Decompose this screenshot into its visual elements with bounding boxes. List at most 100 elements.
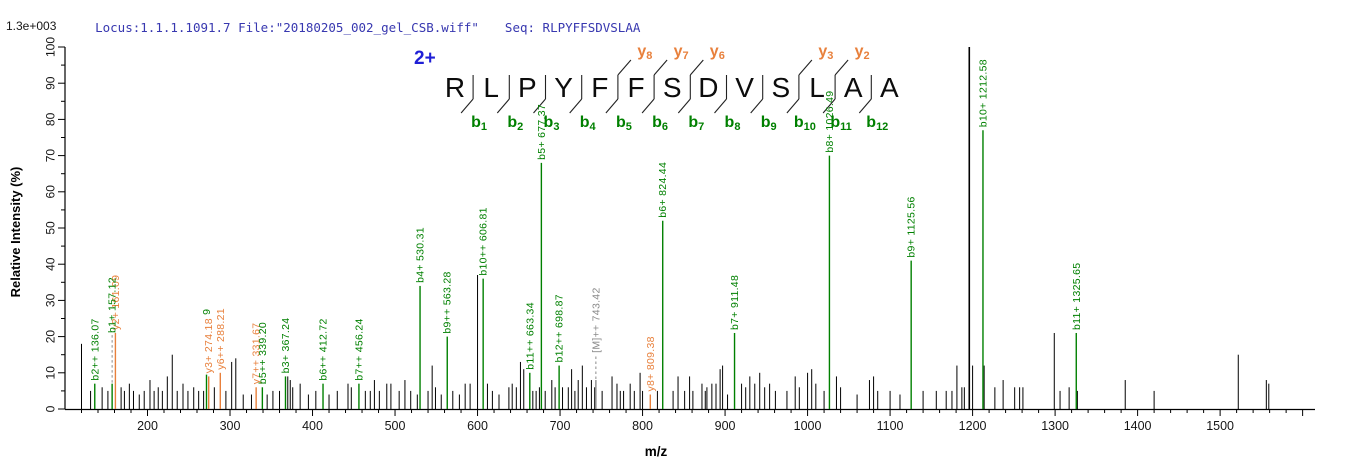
peak-label: b1+ 157.12: [107, 277, 119, 333]
peak-label: b7++ 456.24: [353, 318, 365, 380]
x-axis-tick-label: 1400: [1124, 419, 1152, 433]
b-ion-label: b3: [544, 114, 560, 133]
x-axis-tick-label: 1000: [794, 419, 822, 433]
residue-letter: A: [844, 72, 863, 103]
y-axis-tick-label: 100: [44, 37, 58, 57]
x-axis-tick-label: 500: [385, 419, 406, 433]
header: Locus:1.1.1.1091.7 File:"20180205_002_ge…: [65, 5, 640, 50]
residue-letter: P: [518, 72, 537, 103]
peak-label: b8+ 1026.49: [824, 91, 836, 153]
x-axis-tick-label: 400: [302, 419, 323, 433]
peak-label: y7++ 331.67: [251, 323, 263, 385]
peak-label: b4+ 530.31: [415, 227, 427, 283]
peak-label: b5++ 339.20: [257, 322, 269, 384]
b-ion-cut-diagonal: [533, 98, 546, 114]
x-axis-tick-label: 900: [715, 419, 736, 433]
peak-label: b10+ 1212.58: [977, 59, 989, 127]
peak-label: 9: [201, 309, 213, 315]
peak-label: b5+ 677.37: [536, 104, 548, 160]
peak-label: b12++ 698.87: [554, 294, 566, 362]
y-axis-tick-label: 0: [44, 405, 58, 412]
residue-letter: S: [663, 72, 682, 103]
y-axis-tick-label: 80: [44, 112, 58, 126]
b-ion-cut-diagonal: [496, 98, 510, 114]
b-ion-label: b2: [507, 114, 523, 133]
peak-label: b11++ 663.34: [524, 302, 536, 370]
y-ion-label: y3: [818, 43, 833, 62]
header-locus-file: Locus:1.1.1.1091.7 File:"20180205_002_ge…: [95, 20, 479, 35]
axes: 0 10 20 30 40 50 60 70 80 90 100 200 300 400 500 600 700…: [44, 37, 1315, 433]
residue-letter: V: [735, 72, 754, 103]
b-ion-label: b12: [866, 114, 888, 133]
peak-label: b3+ 367.24: [280, 318, 292, 374]
b-ion-label: b8: [725, 114, 741, 133]
x-axis-tick-label: 1200: [959, 419, 987, 433]
residue-letter: R: [445, 72, 465, 103]
x-axis-tick-label: 700: [550, 419, 571, 433]
y-ion-cut-diagonal: [689, 59, 704, 76]
peak-label: y6++ 288.21: [215, 308, 227, 370]
residue-letter: S: [771, 72, 790, 103]
b-ion-cut-diagonal: [822, 98, 836, 114]
b-ion-cut-diagonal: [460, 98, 474, 114]
residue-letter: L: [483, 72, 499, 103]
header-sequence: Seq: RLPYFFSDVSLAA: [504, 20, 641, 35]
peak-label: [M]++ 743.42: [590, 287, 602, 352]
residue-letter: L: [809, 72, 825, 103]
b-ion-cut-diagonal: [641, 98, 655, 114]
y-ion-label: y6: [710, 43, 725, 62]
peak-label: b6+ 824.44: [657, 162, 669, 218]
y-axis-tick-label: 60: [44, 185, 58, 199]
y-axis-tick-label: 50: [44, 221, 58, 235]
x-axis-tick-label: 1100: [877, 419, 904, 433]
peak-label: b11+ 1325.65: [1071, 263, 1083, 330]
sequence-diagram: 2+R L P Y F F S D V S L A Ab1 b2 b3 b4 b5 b6 b7 b8 b9 b10 b11 b…: [414, 43, 899, 133]
residue-letter: F: [627, 72, 644, 103]
residue-letter: F: [591, 72, 608, 103]
peak-label: b9++ 563.28: [442, 271, 454, 333]
y-axis-tick-label: 40: [44, 257, 58, 271]
b-ion-cut-diagonal: [786, 98, 800, 114]
y-ion-cut-diagonal: [617, 59, 632, 76]
peaks: y2+ 161.09 y3+ 274.18 y6++ 288.21 y7++ 331.…: [81, 47, 1270, 409]
peak-label: b2++ 136.07: [89, 318, 101, 380]
y-axis-tick-label: 10: [44, 366, 58, 380]
peak-label: b9+ 1125.56: [906, 196, 918, 257]
peak-label: b10++ 606.81: [478, 207, 490, 275]
b-ion-label: b1: [471, 114, 487, 133]
y-axis-tick-label: 90: [44, 76, 58, 90]
y-ion-cut-diagonal: [653, 59, 668, 76]
residue-letter: A: [880, 72, 899, 103]
b-ion-cut-diagonal: [750, 98, 764, 114]
b-ion-label: b7: [688, 114, 704, 133]
b-ion-cut-diagonal: [677, 98, 691, 114]
x-axis-tick-label: 800: [632, 419, 653, 433]
peak-label: y2+ 161.09: [110, 275, 122, 330]
x-axis-tick-label: 1300: [1041, 419, 1069, 433]
b-ion-label: b6: [652, 114, 668, 133]
y-ion-label: y2: [855, 43, 870, 62]
b-ion-label: b4: [580, 114, 597, 133]
b-ion-cut-diagonal: [858, 98, 872, 114]
x-axis-tick-label: 1500: [1206, 419, 1234, 433]
b-ion-cut-diagonal: [569, 98, 583, 114]
b-ion-cut-diagonal: [605, 98, 619, 114]
peak-label: y3+ 274.18: [203, 318, 215, 373]
y-ion-cut-diagonal: [798, 59, 813, 76]
y-axis-title: Relative Intensity (%): [8, 167, 23, 298]
peak-label: y8+ 809.38: [645, 336, 657, 391]
peak-label: b7+ 911.48: [729, 275, 741, 330]
b-ion-label: b5: [616, 114, 632, 133]
x-axis-tick-label: 200: [137, 419, 158, 433]
y-axis-tick-label: 70: [44, 149, 58, 163]
residue-letter: Y: [554, 72, 573, 103]
b-ion-label: b10: [794, 114, 816, 133]
y-axis-tick-label: 20: [44, 330, 58, 344]
b-ion-label: b9: [761, 114, 777, 133]
b-ion-label: b11: [830, 114, 851, 133]
x-axis-tick-label: 300: [220, 419, 241, 433]
x-axis-title: m/z: [645, 444, 668, 459]
peak-label: b6++ 412.72: [318, 318, 330, 380]
b-ion-cut-diagonal: [714, 98, 727, 114]
